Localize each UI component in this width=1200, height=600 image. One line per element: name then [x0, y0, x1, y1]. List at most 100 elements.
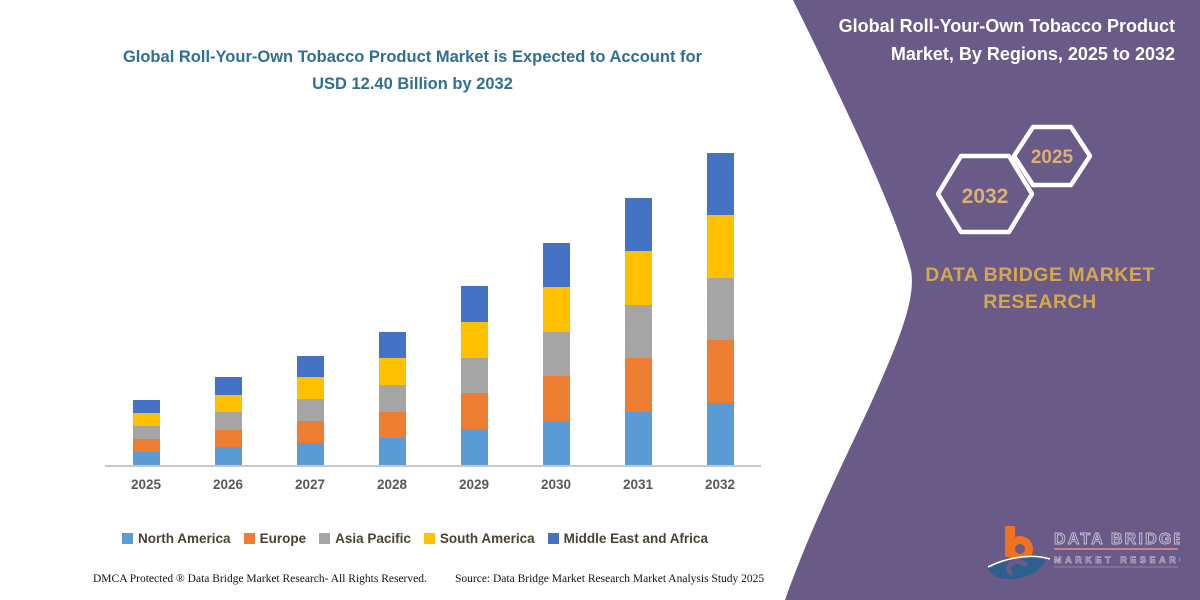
hexagon-2025-outline-icon [1011, 124, 1093, 188]
purple-panel-shape [785, 0, 1200, 600]
source-note: Source: Data Bridge Market Research Mark… [455, 573, 765, 585]
logo-text-market-research: MARKET RESEARCH [1054, 555, 1180, 565]
chart-title: Global Roll-Your-Own Tobacco Product Mar… [120, 44, 705, 98]
x-axis-label-2030: 2030 [540, 477, 572, 492]
legend-label: Asia Pacific [335, 531, 411, 546]
legend-swatch-icon [423, 533, 435, 544]
chart-title-line1: Global Roll-Your-Own Tobacco Product Mar… [122, 48, 606, 66]
segment-europe [378, 411, 406, 439]
segment-asia-pacific [460, 357, 488, 394]
bar-column-2031 [597, 135, 679, 465]
bar-column-2026 [187, 135, 269, 465]
panel-title-line2: Product Market, By Regions, 2025 to [890, 16, 1175, 64]
bar-column-2032 [679, 135, 761, 465]
segment-europe [214, 429, 242, 448]
legend-swatch-icon [547, 533, 559, 544]
segment-middle-east-and-africa [296, 355, 324, 378]
x-axis-label-2026: 2026 [212, 477, 244, 492]
stacked-bar-2026 [214, 377, 242, 465]
x-axis-label-2027: 2027 [294, 477, 326, 492]
segment-asia-pacific [296, 399, 324, 422]
segment-south-america [378, 358, 406, 385]
stacked-bar-2030 [542, 243, 570, 465]
bar-column-2029 [433, 135, 515, 465]
brand-wordmark: DATA BRIDGE MARKET RESEARCH [925, 264, 1155, 313]
chart-legend: North America Europe Asia Pacific South Ame… [85, 531, 745, 546]
legend-swatch-icon [319, 533, 331, 544]
dmca-notice: DMCA Protected ® Data Bridge Market Rese… [93, 573, 427, 585]
segment-asia-pacific [378, 384, 406, 412]
segment-north-america [460, 429, 488, 465]
stacked-bar-2027 [296, 355, 324, 465]
panel-title-line1: Global Roll-Your-Own Tobacco [838, 16, 1102, 36]
legend-item-europe: Europe [243, 531, 307, 546]
x-axis-label-2025: 2025 [130, 477, 162, 492]
legend-item-south-america: South America [423, 531, 535, 546]
segment-middle-east-and-africa [132, 399, 160, 413]
segment-europe [296, 421, 324, 444]
hexagon-2025: 2025 [1011, 124, 1093, 188]
legend-item-middle-east-and-africa: Middle East and Africa [547, 531, 708, 546]
segment-south-america [460, 321, 488, 358]
segment-asia-pacific [214, 412, 242, 430]
segment-middle-east-and-africa [624, 198, 652, 252]
segment-middle-east-and-africa [542, 243, 570, 288]
segment-middle-east-and-africa [706, 152, 734, 215]
legend-item-north-america: North America [122, 531, 231, 546]
stacked-bar-2028 [378, 331, 406, 465]
stacked-bar-2025 [132, 399, 160, 465]
panel-title: Global Roll-Your-Own Tobacco Product Mar… [830, 12, 1175, 68]
segment-middle-east-and-africa [214, 377, 242, 395]
segment-asia-pacific [624, 304, 652, 359]
bar-column-2025 [105, 135, 187, 465]
segment-north-america [378, 438, 406, 465]
segment-asia-pacific [542, 331, 570, 377]
legend-label: South America [439, 531, 535, 546]
bar-chart-plot-area [105, 135, 761, 467]
x-axis-label-2031: 2031 [622, 477, 654, 492]
segment-north-america [542, 420, 570, 465]
hexagon-2032-outline-icon [935, 153, 1035, 235]
segment-europe [542, 376, 570, 421]
segment-north-america [296, 443, 324, 465]
legend-swatch-icon [243, 533, 255, 544]
x-axis-label-2032: 2032 [704, 477, 736, 492]
segment-europe [460, 393, 488, 430]
bar-column-2028 [351, 135, 433, 465]
segment-middle-east-and-africa [460, 286, 488, 322]
bar-column-2027 [269, 135, 351, 465]
segment-asia-pacific [706, 277, 734, 340]
hexagon-2032-label: 2032 [961, 185, 1009, 208]
segment-south-america [706, 215, 734, 278]
hexagon-2032: 2032 [935, 153, 1035, 235]
segment-north-america [132, 451, 160, 465]
stacked-bar-2032 [706, 152, 734, 465]
segment-south-america [214, 394, 242, 413]
legend-label: Europe [259, 531, 307, 546]
panel-title-line3: 2032 [1134, 44, 1175, 64]
logo-b-mark-icon [988, 526, 1051, 580]
legend-label: Middle East and Africa [563, 531, 708, 546]
segment-europe [624, 358, 652, 412]
segment-asia-pacific [132, 425, 160, 439]
logo-text-data-bridge: DATA BRIDGE [1054, 531, 1180, 548]
segment-south-america [542, 287, 570, 332]
stacked-bar-2031 [624, 198, 652, 465]
segment-north-america [706, 402, 734, 465]
chart-title-line2: Account for USD 12.40 Billion by 2032 [312, 48, 703, 93]
hexagon-2025-label: 2025 [1030, 147, 1074, 168]
segment-south-america [132, 412, 160, 426]
legend-item-asia-pacific: Asia Pacific [319, 531, 411, 546]
stacked-bar-2029 [460, 286, 488, 465]
segment-europe [132, 438, 160, 452]
segment-europe [706, 340, 734, 403]
x-axis-label-2029: 2029 [458, 477, 490, 492]
x-axis-label-2028: 2028 [376, 477, 408, 492]
data-bridge-logo: DATA BRIDGE MARKET RESEARCH [988, 526, 1180, 580]
segment-north-america [214, 447, 242, 465]
segment-south-america [296, 377, 324, 400]
segment-south-america [624, 251, 652, 305]
segment-north-america [624, 411, 652, 465]
bar-column-2030 [515, 135, 597, 465]
